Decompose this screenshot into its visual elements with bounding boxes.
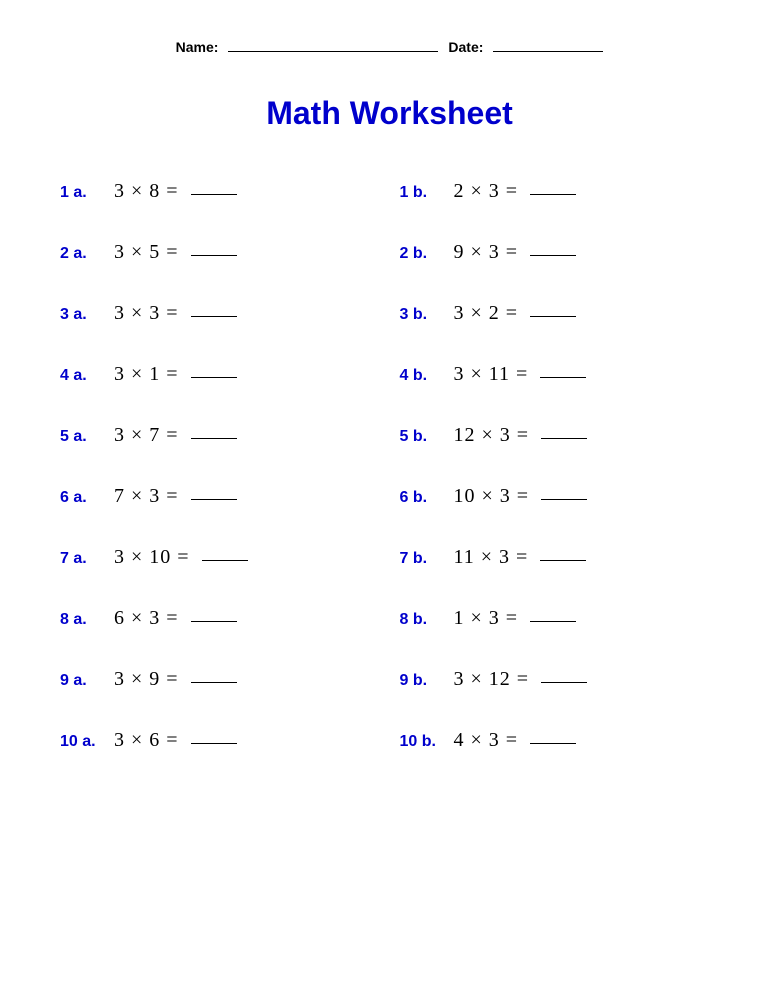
- worksheet-header: Name: Date:: [50, 38, 729, 55]
- problem-label: 4 b.: [400, 367, 454, 385]
- problems-grid: 1 a.3 × 8 = 1 b.2 × 3 = 2 a.3 × 5 = 2 b.…: [50, 180, 729, 752]
- problem-row: 9 a.3 × 9 =: [60, 668, 380, 691]
- problem-expression: 7 × 3 =: [114, 485, 237, 508]
- problem-label: 9 b.: [400, 672, 454, 690]
- answer-blank[interactable]: [541, 438, 587, 439]
- problem-row: 5 a.3 × 7 =: [60, 424, 380, 447]
- answer-blank[interactable]: [530, 621, 576, 622]
- date-label: Date:: [448, 39, 483, 55]
- problem-label: 3 a.: [60, 306, 114, 324]
- problem-row: 2 b.9 × 3 =: [400, 241, 720, 264]
- answer-blank[interactable]: [191, 438, 237, 439]
- problem-expression: 3 × 5 =: [114, 241, 237, 264]
- answer-blank[interactable]: [541, 682, 587, 683]
- problem-row: 3 b.3 × 2 =: [400, 302, 720, 325]
- page-title: Math Worksheet: [50, 95, 729, 132]
- problem-label: 8 a.: [60, 611, 114, 629]
- problem-expression: 12 × 3 =: [454, 424, 588, 447]
- problem-row: 10 b.4 × 3 =: [400, 729, 720, 752]
- answer-blank[interactable]: [530, 255, 576, 256]
- problem-label: 7 b.: [400, 550, 454, 568]
- problem-expression: 3 × 3 =: [114, 302, 237, 325]
- problem-label: 1 a.: [60, 184, 114, 202]
- problem-label: 9 a.: [60, 672, 114, 690]
- answer-blank[interactable]: [540, 560, 586, 561]
- answer-blank[interactable]: [191, 255, 237, 256]
- problem-row: 4 b.3 × 11 =: [400, 363, 720, 386]
- problem-expression: 3 × 6 =: [114, 729, 237, 752]
- problem-expression: 3 × 10 =: [114, 546, 248, 569]
- problem-row: 6 b.10 × 3 =: [400, 485, 720, 508]
- problem-row: 8 b.1 × 3 =: [400, 607, 720, 630]
- problem-expression: 6 × 3 =: [114, 607, 237, 630]
- problem-label: 6 b.: [400, 489, 454, 507]
- problem-row: 2 a.3 × 5 =: [60, 241, 380, 264]
- problem-row: 1 b.2 × 3 =: [400, 180, 720, 203]
- problem-label: 10 a.: [60, 733, 114, 751]
- problem-label: 3 b.: [400, 306, 454, 324]
- answer-blank[interactable]: [191, 621, 237, 622]
- problem-row: 1 a.3 × 8 =: [60, 180, 380, 203]
- problem-expression: 11 × 3 =: [454, 546, 587, 569]
- problem-row: 7 b.11 × 3 =: [400, 546, 720, 569]
- problem-row: 9 b.3 × 12 =: [400, 668, 720, 691]
- problem-expression: 3 × 9 =: [114, 668, 237, 691]
- answer-blank[interactable]: [191, 499, 237, 500]
- problem-expression: 9 × 3 =: [454, 241, 577, 264]
- problem-expression: 2 × 3 =: [454, 180, 577, 203]
- problem-label: 2 a.: [60, 245, 114, 263]
- problem-row: 4 a.3 × 1 =: [60, 363, 380, 386]
- problem-label: 7 a.: [60, 550, 114, 568]
- answer-blank[interactable]: [530, 316, 576, 317]
- problem-expression: 3 × 11 =: [454, 363, 587, 386]
- problem-row: 7 a.3 × 10 =: [60, 546, 380, 569]
- problem-expression: 3 × 2 =: [454, 302, 577, 325]
- answer-blank[interactable]: [530, 194, 576, 195]
- problem-expression: 3 × 8 =: [114, 180, 237, 203]
- problem-label: 8 b.: [400, 611, 454, 629]
- answer-blank[interactable]: [540, 377, 586, 378]
- answer-blank[interactable]: [530, 743, 576, 744]
- problem-label: 4 a.: [60, 367, 114, 385]
- problem-row: 6 a.7 × 3 =: [60, 485, 380, 508]
- problem-expression: 3 × 1 =: [114, 363, 237, 386]
- answer-blank[interactable]: [202, 560, 248, 561]
- answer-blank[interactable]: [191, 743, 237, 744]
- problem-label: 5 b.: [400, 428, 454, 446]
- answer-blank[interactable]: [191, 682, 237, 683]
- problem-row: 8 a.6 × 3 =: [60, 607, 380, 630]
- problem-expression: 10 × 3 =: [454, 485, 588, 508]
- answer-blank[interactable]: [191, 194, 237, 195]
- problem-expression: 3 × 7 =: [114, 424, 237, 447]
- problem-label: 10 b.: [400, 733, 454, 751]
- problem-label: 1 b.: [400, 184, 454, 202]
- problem-expression: 4 × 3 =: [454, 729, 577, 752]
- answer-blank[interactable]: [541, 499, 587, 500]
- problem-label: 2 b.: [400, 245, 454, 263]
- name-label: Name:: [176, 39, 219, 55]
- problem-label: 5 a.: [60, 428, 114, 446]
- problem-row: 3 a.3 × 3 =: [60, 302, 380, 325]
- name-blank[interactable]: [228, 38, 438, 52]
- answer-blank[interactable]: [191, 316, 237, 317]
- problem-expression: 3 × 12 =: [454, 668, 588, 691]
- problem-row: 5 b.12 × 3 =: [400, 424, 720, 447]
- date-blank[interactable]: [493, 38, 603, 52]
- problem-expression: 1 × 3 =: [454, 607, 577, 630]
- problem-label: 6 a.: [60, 489, 114, 507]
- answer-blank[interactable]: [191, 377, 237, 378]
- problem-row: 10 a.3 × 6 =: [60, 729, 380, 752]
